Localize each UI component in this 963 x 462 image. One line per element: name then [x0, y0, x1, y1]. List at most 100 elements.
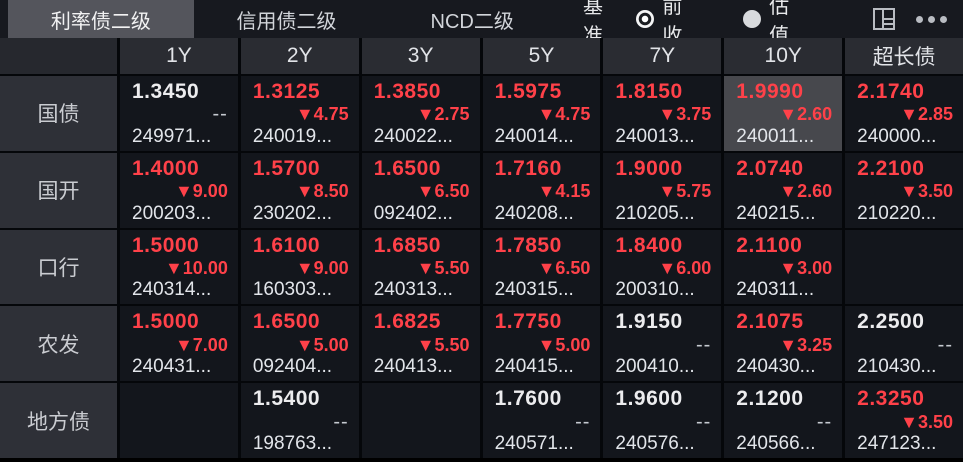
cell-bond-code: 240313...: [373, 279, 453, 301]
row-header-difangzhai: 地方债: [0, 383, 117, 458]
cell-guozhai-7Y[interactable]: 1.8150 ▼3.75 240013...: [603, 76, 722, 151]
cell-difangzhai-2Y[interactable]: 1.5400 -- 198763...: [240, 383, 359, 458]
col-header-3Y: 3Y: [361, 38, 480, 74]
cell-rate-value: 1.6100: [252, 233, 321, 257]
cell-change-down: ▼5.50: [416, 257, 470, 278]
cell-guozhai-10Y[interactable]: 1.9990 ▼2.60 240011...: [724, 76, 843, 151]
cell-bond-code: 240571...: [494, 433, 574, 454]
cell-guozhai-3Y[interactable]: 1.3850 ▼2.75 240022...: [361, 76, 480, 151]
cell-rate-value: 1.3450: [132, 80, 200, 103]
cell-guokai-3Y[interactable]: 1.6500 ▼6.50 092402...: [361, 152, 480, 228]
cell-kouhang-2Y[interactable]: 1.6100 ▼9.00 160303...: [240, 229, 359, 305]
cell-kouhang-5Y[interactable]: 1.7850 ▼6.50 240315...: [482, 229, 601, 305]
cell-nongfa-5Y[interactable]: 1.7750 ▼5.00 240415...: [482, 306, 601, 382]
cell-change-down: ▼2.85: [900, 104, 953, 125]
cell-kouhang-1Y[interactable]: 1.5000 ▼10.00 240314...: [120, 229, 238, 305]
cell-change-down: ▼5.00: [537, 334, 591, 355]
cell-bond-code: 200410...: [615, 356, 695, 378]
cell-change-down: ▼4.75: [295, 104, 349, 125]
row-header-kouhang: 口行: [0, 229, 117, 305]
cell-change-down: ▼5.00: [295, 334, 349, 355]
cell-nongfa-10Y[interactable]: 2.1075 ▼3.25 240430...: [724, 306, 843, 382]
cell-bond-code: 200203...: [132, 202, 212, 224]
row-header-guozhai: 国债: [0, 76, 117, 151]
col-header-7Y: 7Y: [603, 38, 722, 74]
cell-bond-code: 240011...: [736, 125, 815, 147]
tab-bar: 利率债二级 信用债二级 NCD二级 基准 前收 估值: [0, 0, 963, 47]
cell-nongfa-7Y[interactable]: 1.9150 -- 200410...: [603, 306, 722, 382]
cell-rate-value: 1.9150: [615, 310, 683, 334]
cell-guozhai-1Y[interactable]: 1.3450 -- 249971...: [120, 76, 238, 151]
cell-rate-value: 2.0740: [736, 156, 804, 180]
cell-rate-value: 1.6850: [373, 233, 441, 257]
more-options-icon[interactable]: [916, 0, 947, 38]
cell-bond-code: 240215...: [736, 202, 816, 224]
cell-bond-code: 240315...: [494, 279, 574, 301]
tab-credit-bond-secondary[interactable]: 信用债二级: [236, 10, 337, 33]
cell-nongfa-超长债[interactable]: 2.2500 -- 210430...: [845, 306, 963, 382]
rates-table: 1Y 2Y 3Y 5Y 7Y 10Y 超长债 国债 1.3450 -- 249971... 1.312…: [0, 38, 963, 458]
tab-rates-bond-secondary[interactable]: 利率债二级: [8, 0, 194, 38]
cell-nongfa-1Y[interactable]: 1.5000 ▼7.00 240431...: [120, 306, 238, 382]
cell-rate-value: 2.1100: [736, 233, 803, 257]
cell-bond-code: 240311...: [736, 279, 815, 301]
cell-nongfa-2Y[interactable]: 1.6500 ▼5.00 092404...: [240, 306, 359, 382]
cell-bond-code: 198763...: [252, 433, 333, 454]
cell-rate-value: 1.5975: [494, 80, 562, 103]
cell-change-none: --: [937, 333, 953, 356]
cell-difangzhai-超长债[interactable]: 2.3250 ▼3.50 247123...: [845, 383, 963, 458]
cell-bond-code: 092402...: [373, 202, 453, 224]
cell-kouhang-3Y[interactable]: 1.6850 ▼5.50 240313...: [361, 229, 480, 305]
cell-difangzhai-5Y[interactable]: 1.7600 -- 240571...: [482, 383, 601, 458]
cell-guokai-超长债[interactable]: 2.2100 ▼3.50 210220...: [845, 152, 963, 228]
cell-guokai-1Y[interactable]: 1.4000 ▼9.00 200203...: [120, 152, 238, 228]
cell-guokai-10Y[interactable]: 2.0740 ▼2.60 240215...: [724, 152, 843, 228]
col-header-10Y: 10Y: [724, 38, 843, 74]
cell-change-down: ▼3.00: [779, 257, 833, 278]
cell-difangzhai-1Y[interactable]: [120, 383, 238, 458]
cell-change-down: ▼10.00: [164, 257, 228, 278]
cell-change-none: --: [695, 410, 712, 433]
row-header-nongfa: 农发: [0, 306, 117, 382]
cell-change-down: ▼6.50: [416, 181, 470, 202]
cell-difangzhai-10Y[interactable]: 2.1200 -- 240566...: [724, 383, 843, 458]
cell-rate-value: 1.9990: [736, 80, 804, 103]
cell-rate-value: 1.4000: [132, 156, 200, 180]
cell-change-down: ▼8.50: [295, 181, 349, 202]
cell-change-down: ▼2.60: [779, 104, 833, 125]
cell-bond-code: 210220...: [857, 202, 937, 224]
cell-rate-value: 2.1200: [736, 387, 804, 411]
col-header-2Y: 2Y: [240, 38, 359, 74]
cell-change-down: ▼9.00: [174, 181, 228, 202]
cell-guokai-2Y[interactable]: 1.5700 ▼8.50 230202...: [240, 152, 359, 228]
cell-kouhang-7Y[interactable]: 1.8400 ▼6.00 200310...: [603, 229, 722, 305]
cell-change-down: ▼2.60: [779, 181, 833, 202]
cell-difangzhai-7Y[interactable]: 1.9600 -- 240576...: [603, 383, 722, 458]
layout-panels-icon[interactable]: [872, 7, 896, 31]
cell-change-down: ▼6.00: [658, 257, 712, 278]
cell-guozhai-超长债[interactable]: 2.1740 ▼2.85 240000...: [845, 76, 963, 151]
cell-change-none: --: [695, 333, 712, 356]
cell-change-none: --: [575, 410, 591, 433]
cell-rate-value: 1.8150: [615, 80, 683, 103]
cell-kouhang-10Y[interactable]: 2.1100 ▼3.00 240311...: [724, 229, 843, 305]
cell-rate-value: 1.5000: [132, 310, 200, 334]
cell-bond-code: 240022...: [373, 125, 453, 147]
cell-guokai-7Y[interactable]: 1.9000 ▼5.75 210205...: [603, 152, 722, 228]
cell-nongfa-3Y[interactable]: 1.6825 ▼5.50 240413...: [361, 306, 480, 382]
cell-guokai-5Y[interactable]: 1.7160 ▼4.15 240208...: [482, 152, 601, 228]
cell-rate-value: 1.9000: [615, 156, 683, 180]
col-header-超长债: 超长债: [845, 38, 963, 74]
cell-change-down: ▼2.75: [416, 104, 470, 125]
cell-rate-value: 1.8400: [615, 233, 683, 257]
cell-guozhai-2Y[interactable]: 1.3125 ▼4.75 240019...: [240, 76, 359, 151]
tab-ncd-secondary[interactable]: NCD二级: [430, 10, 514, 33]
cell-change-none: --: [816, 410, 833, 433]
cell-guozhai-5Y[interactable]: 1.5975 ▼4.75 240014...: [482, 76, 601, 151]
cell-bond-code: 240014...: [494, 125, 574, 147]
cell-kouhang-超长债[interactable]: [845, 229, 963, 305]
cell-rate-value: 1.7160: [494, 156, 562, 180]
cell-difangzhai-3Y[interactable]: [361, 383, 480, 458]
cell-change-down: ▼5.75: [658, 181, 712, 202]
cell-change-down: ▼4.75: [537, 104, 591, 125]
